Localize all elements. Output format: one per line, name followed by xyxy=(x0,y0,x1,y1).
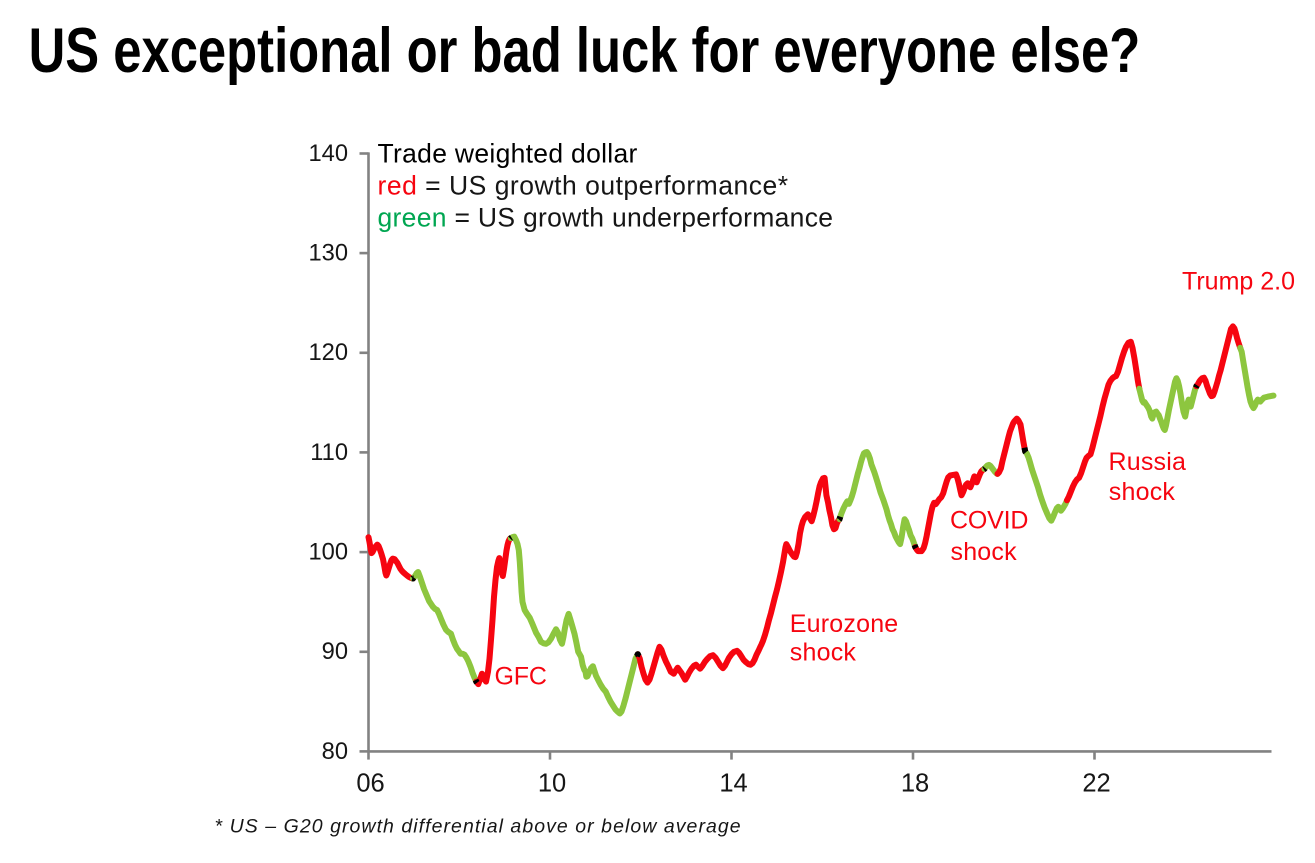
svg-text:Trade weighted dollar: Trade weighted dollar xyxy=(378,139,638,169)
svg-text:US exceptional or bad luck for: US exceptional or bad luck for everyone … xyxy=(29,16,1141,86)
svg-text:06: 06 xyxy=(356,770,384,798)
svg-text:Russia: Russia xyxy=(1109,448,1187,476)
svg-text:22: 22 xyxy=(1082,770,1110,798)
svg-text:110: 110 xyxy=(310,440,348,466)
svg-text:shock: shock xyxy=(951,538,1018,566)
svg-text:GFC: GFC xyxy=(495,663,547,691)
svg-text:120: 120 xyxy=(308,340,348,366)
svg-text:shock: shock xyxy=(790,639,857,667)
svg-text:Eurozone: Eurozone xyxy=(790,610,899,638)
svg-text:90: 90 xyxy=(322,639,348,665)
svg-text:COVID: COVID xyxy=(950,507,1028,535)
svg-text:14: 14 xyxy=(719,770,747,798)
svg-text:red = US growth outperformance: red = US growth outperformance* xyxy=(378,170,789,200)
svg-text:100: 100 xyxy=(308,540,348,566)
svg-text:80: 80 xyxy=(322,739,348,765)
svg-text:10: 10 xyxy=(538,770,566,798)
svg-text:Trump 2.0: Trump 2.0 xyxy=(1182,268,1295,296)
svg-text:* US – G20 growth differential: * US – G20 growth differential above or … xyxy=(215,816,742,838)
svg-text:140: 140 xyxy=(308,141,348,167)
svg-text:shock: shock xyxy=(1109,478,1176,506)
svg-text:130: 130 xyxy=(308,241,348,267)
svg-text:18: 18 xyxy=(901,770,929,798)
svg-text:green = US growth underperform: green = US growth underperformance xyxy=(378,202,834,232)
